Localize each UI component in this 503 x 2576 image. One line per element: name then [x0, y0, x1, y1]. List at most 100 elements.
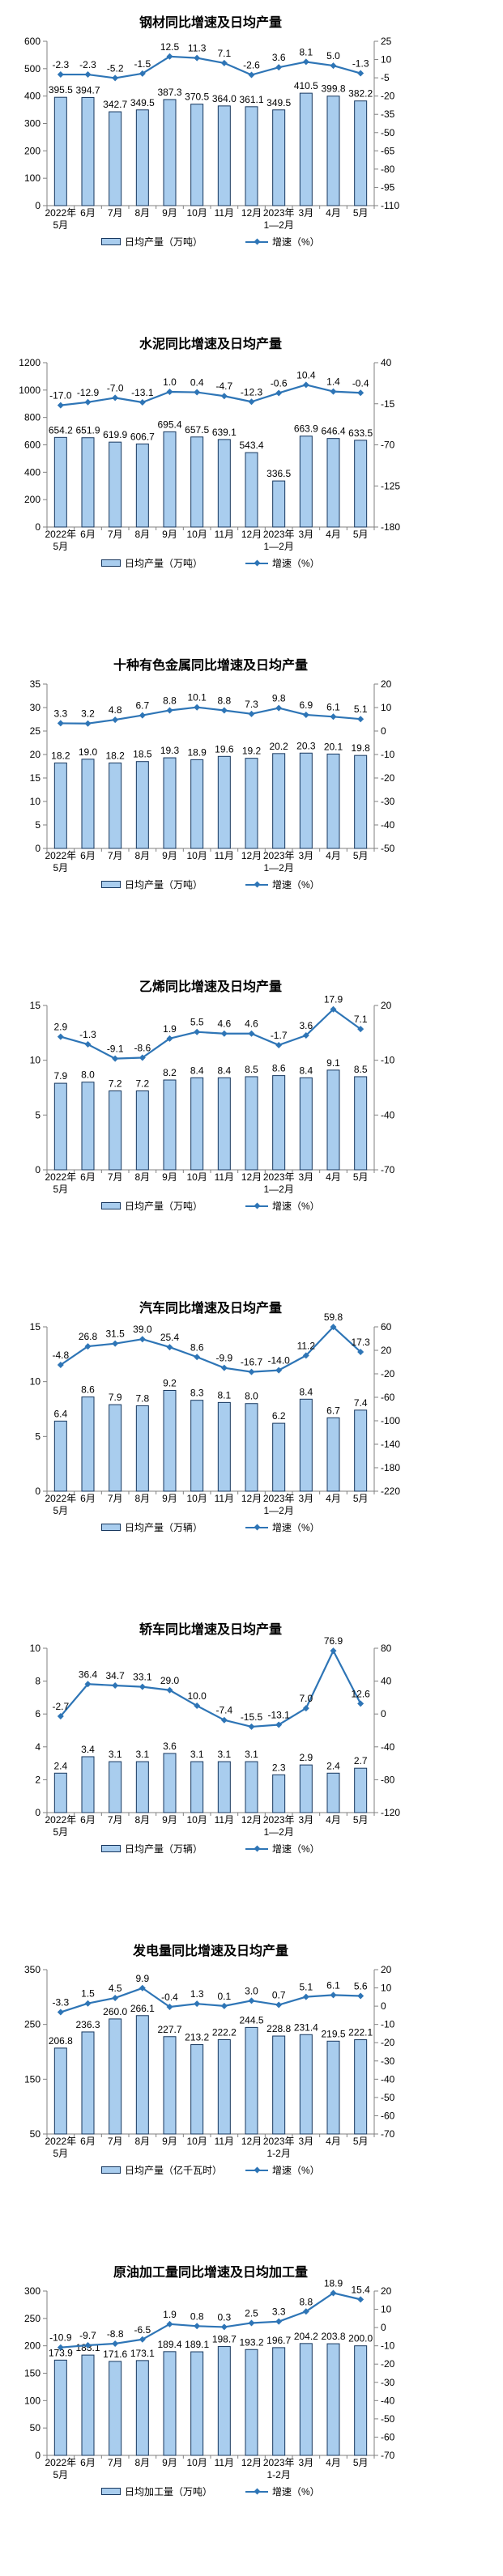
line-value-label: -4.8 — [52, 1350, 69, 1361]
svg-text:40: 40 — [381, 357, 392, 368]
legend-item-bar: 日均产量（万吨） — [101, 556, 202, 570]
bar — [299, 1398, 313, 1492]
line-point-marker — [139, 398, 146, 406]
chart-title: 轿车同比增速及日均产量 — [139, 1623, 282, 1637]
x-axis-ticks — [46, 1491, 375, 1494]
line-point-marker — [220, 1030, 228, 1037]
x-tick-label: 2023年 1-2月 — [263, 2136, 295, 2159]
line-series: -4.8 26.8 31.5 39.0 25.4 8.6 -9.9 -16.7 -14.0 11.… — [52, 1311, 370, 1375]
line-value-label: 4.6 — [245, 1018, 258, 1030]
svg-text:-50: -50 — [381, 2413, 395, 2425]
svg-text:15: 15 — [30, 772, 41, 784]
bar-value-label: 619.9 — [103, 429, 127, 440]
bar-value-label: 336.5 — [266, 468, 291, 479]
line-swatch-icon — [245, 1524, 268, 1531]
bar-value-label: 219.5 — [321, 2028, 345, 2039]
bar-legend-label: 日均产量（万辆） — [125, 1843, 203, 1855]
bar-value-label: 198.7 — [212, 2334, 237, 2345]
line-point-marker — [57, 71, 64, 79]
bar — [81, 1396, 95, 1492]
svg-text:800: 800 — [24, 412, 40, 423]
svg-text:0: 0 — [35, 1807, 40, 1818]
line-point-marker — [112, 1055, 119, 1062]
line-point-marker — [84, 71, 92, 79]
chart-legend: 日均产量（万吨） 增速（%） — [0, 235, 503, 249]
x-tick-label: 10月 — [186, 850, 207, 861]
svg-text:600: 600 — [24, 36, 40, 47]
line-point-marker — [112, 1681, 119, 1689]
line-value-label: 4.6 — [217, 1018, 231, 1030]
bar — [326, 753, 340, 849]
bar-value-label: 3.4 — [81, 1744, 95, 1755]
bar — [299, 752, 313, 849]
bar — [354, 1767, 368, 1813]
line-value-label: 8.8 — [163, 695, 177, 706]
x-tick-label: 8月 — [134, 2136, 150, 2147]
line-swatch-icon — [245, 238, 268, 245]
bar — [163, 431, 177, 528]
line-point-marker — [57, 2009, 64, 2016]
x-tick-label: 9月 — [162, 207, 177, 219]
bar-legend-label: 日均加工量（万吨） — [125, 2486, 213, 2497]
bar-value-label: 2.7 — [354, 1755, 368, 1766]
line-point-marker — [194, 54, 201, 62]
line-point-marker — [84, 1681, 92, 1688]
x-tick-label: 2022年 5月 — [45, 850, 76, 874]
line-value-label: 11.3 — [188, 43, 207, 54]
svg-text:-20: -20 — [381, 2358, 395, 2370]
x-tick-label: 10月 — [186, 1171, 207, 1183]
line-value-label: 0.3 — [217, 2311, 231, 2323]
line-point-marker — [330, 1647, 337, 1655]
bar — [135, 1405, 149, 1492]
line-point-marker — [57, 402, 64, 409]
line-value-label: -2.6 — [243, 60, 260, 71]
line-point-marker — [330, 2289, 337, 2297]
line-point-marker — [302, 381, 309, 389]
svg-text:-110: -110 — [381, 200, 399, 211]
line-swatch-icon — [245, 1202, 268, 1209]
bar-value-label: 8.1 — [217, 1389, 231, 1401]
chart-legend: 日均加工量（万吨） 增速（%） — [0, 2485, 503, 2499]
svg-text:-125: -125 — [381, 480, 400, 491]
bar-value-label: 646.4 — [321, 426, 345, 437]
line-point-marker — [330, 62, 337, 70]
bar-value-label: 410.5 — [294, 80, 318, 91]
x-tick-label: 12月 — [241, 1171, 262, 1183]
bar — [245, 106, 258, 206]
x-tick-label: 11月 — [215, 207, 234, 219]
bar — [299, 2034, 313, 2135]
left-axis-labels: 0 2 4 6 8 10 — [30, 1643, 47, 1818]
line-value-label: 7.3 — [245, 699, 258, 710]
svg-text:40: 40 — [381, 1676, 392, 1687]
line-value-label: 34.7 — [105, 1670, 125, 1681]
x-tick-label: 7月 — [108, 1814, 123, 1826]
svg-text:250: 250 — [24, 2019, 40, 2030]
line-value-label: -2.3 — [79, 59, 96, 70]
bar — [272, 1774, 286, 1813]
bar-value-label: 228.8 — [266, 2023, 291, 2034]
x-tick-label: 3月 — [298, 2136, 313, 2147]
line-value-label: -1.3 — [352, 58, 369, 70]
legend-item-line: 增速（%） — [245, 1842, 320, 1855]
x-tick-label: 4月 — [326, 1814, 341, 1826]
x-tick-label: 10月 — [186, 1814, 207, 1826]
line-value-label: 17.3 — [351, 1337, 370, 1348]
diamond-marker-icon — [254, 2488, 261, 2495]
bar — [272, 480, 286, 528]
line-value-label: -4.7 — [215, 380, 232, 392]
bar — [217, 105, 231, 206]
line-value-label: 3.6 — [299, 1020, 313, 1031]
bar-legend-label: 日均产量（万吨） — [125, 558, 203, 569]
bar-value-label: 206.8 — [49, 2035, 73, 2047]
bar-value-label: 18.9 — [187, 746, 207, 758]
line-point-marker — [112, 1340, 119, 1347]
crude-oil-plot: 050100150200250300-70-60-50-40-30-20-100… — [24, 2277, 395, 2480]
svg-text:0: 0 — [35, 2450, 40, 2461]
line-point-marker — [357, 2296, 364, 2303]
svg-text:-70: -70 — [381, 2450, 395, 2461]
svg-text:100: 100 — [24, 2395, 40, 2406]
svg-text:35: 35 — [30, 678, 41, 690]
bar-value-label: 200.0 — [348, 2333, 373, 2344]
